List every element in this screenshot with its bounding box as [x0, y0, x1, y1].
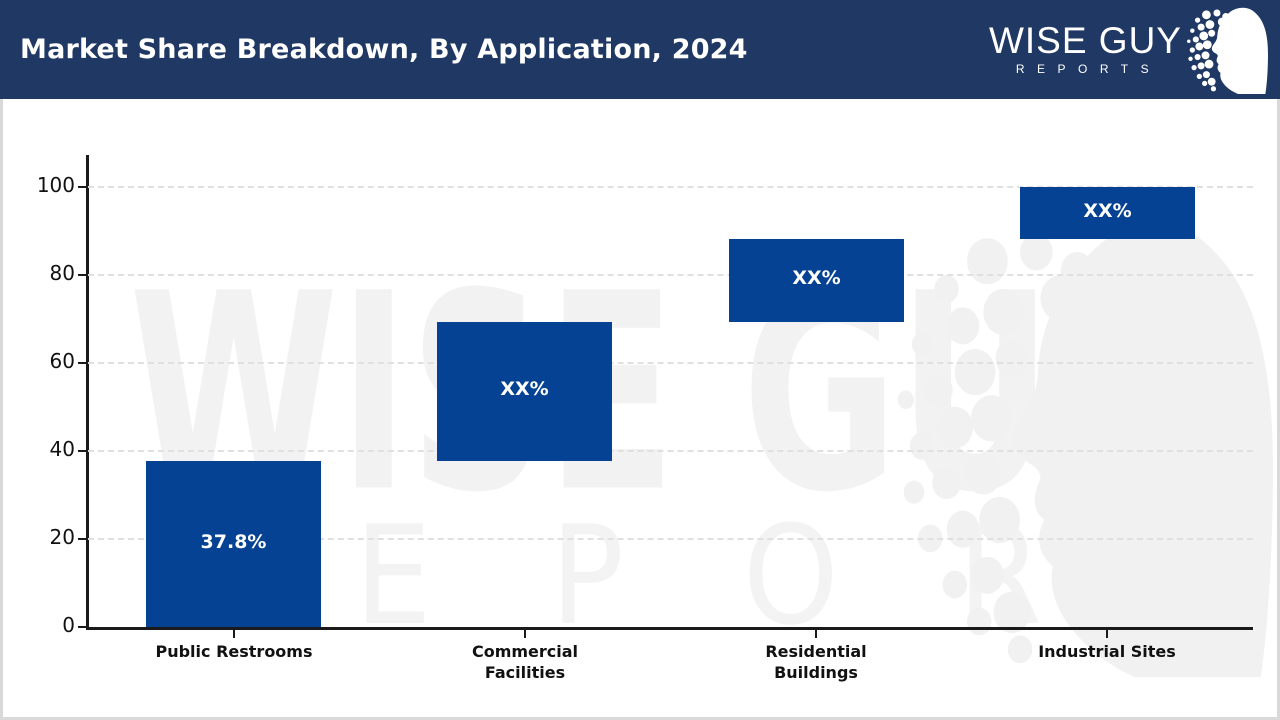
category-label: Industrial Sites	[1038, 642, 1176, 661]
plot-area: 0 20 40 60 80 100 37.8% Public Restrooms XX% Comm…	[3, 99, 1277, 717]
y-tick-mark	[78, 538, 86, 540]
brand-face-icon	[1187, 7, 1268, 94]
category-label: Residential Buildings	[765, 642, 867, 683]
x-tick-mark	[815, 630, 817, 638]
bar-segment	[437, 322, 612, 461]
x-tick-mark	[524, 630, 526, 638]
gridline	[88, 186, 1253, 188]
y-tick-mark	[78, 186, 86, 188]
y-tick-label: 40	[49, 437, 75, 461]
gridline	[88, 538, 1253, 540]
bar-segment	[146, 461, 321, 627]
gridline	[88, 274, 1253, 276]
brand-logo: WISE GUY REPORTS	[989, 4, 1270, 96]
category-label: Commercial Facilities	[471, 642, 579, 683]
x-tick-mark	[233, 630, 235, 638]
header: Market Share Breakdown, By Application, …	[0, 0, 1280, 99]
gridline	[88, 362, 1253, 364]
chart-area: WISE GUY R E P O R T S 02040608010037.8%…	[0, 99, 1280, 720]
y-tick-label: 0	[62, 613, 75, 637]
y-tick-mark	[78, 362, 86, 364]
y-axis-line	[86, 155, 89, 627]
bar-value-label: XX%	[500, 378, 549, 400]
x-tick-mark	[1106, 630, 1108, 638]
page-title: Market Share Breakdown, By Application, …	[20, 34, 748, 65]
y-tick-mark	[78, 274, 86, 276]
bar-value-label: XX%	[792, 267, 841, 289]
y-tick-mark	[78, 626, 86, 628]
x-axis-line	[86, 627, 1253, 630]
bar-segment	[1020, 187, 1195, 239]
category-label: Public Restrooms	[155, 642, 313, 661]
y-tick-label: 20	[49, 525, 75, 549]
brand-subtitle: REPORTS	[1015, 62, 1162, 76]
y-tick-label: 60	[49, 349, 75, 373]
bar-value-label: 37.8%	[200, 531, 267, 553]
brand-name: WISE GUY	[988, 20, 1182, 61]
bar-value-label: XX%	[1083, 200, 1132, 222]
y-tick-label: 80	[49, 261, 75, 285]
y-tick-label: 100	[36, 173, 75, 197]
y-tick-mark	[78, 450, 86, 452]
gridline	[88, 450, 1253, 452]
bar-segment	[729, 239, 904, 322]
